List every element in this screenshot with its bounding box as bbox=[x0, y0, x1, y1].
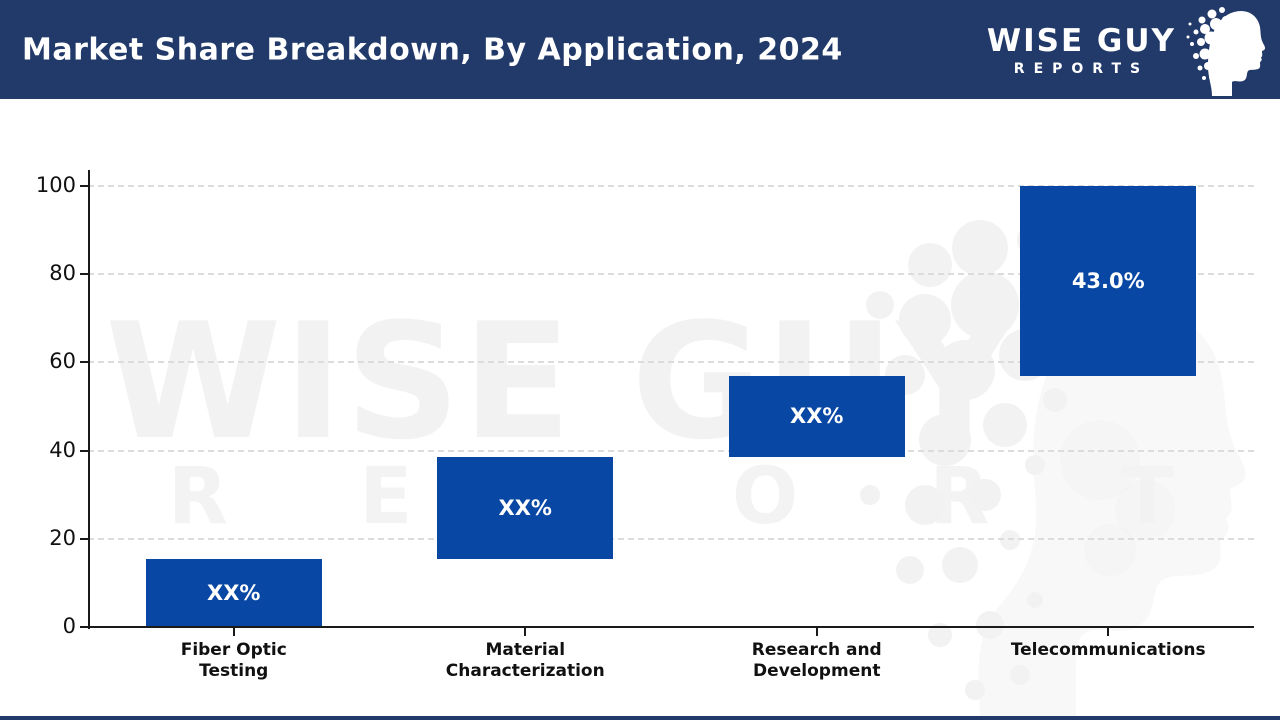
bar-value-label: 43.0% bbox=[1071, 268, 1145, 293]
logo-wise-guy-label: WISE GUY bbox=[986, 23, 1176, 59]
y-tick-label-20: 20 bbox=[49, 525, 76, 550]
x-tick-1 bbox=[524, 627, 527, 636]
y-tick-label-100: 100 bbox=[35, 173, 76, 197]
footer-bar bbox=[0, 716, 1280, 720]
bar-telecommunications: 43.0% bbox=[1020, 186, 1197, 376]
y-tick-100 bbox=[80, 185, 88, 187]
logo-reports-label: REPORTS bbox=[1013, 61, 1150, 77]
y-tick-label-80: 80 bbox=[49, 261, 76, 286]
y-tick-label-60: 60 bbox=[49, 349, 76, 374]
wiseguy-logo: WISE GUY REPORTS bbox=[987, 4, 1270, 96]
y-axis-line bbox=[88, 170, 90, 629]
gridline-100 bbox=[88, 185, 1254, 187]
header-bar: Market Share Breakdown, By Application, … bbox=[0, 0, 1280, 99]
y-tick-60 bbox=[80, 361, 88, 364]
bar-value-label: XX% bbox=[207, 580, 261, 605]
x-tick-label-2: Research and Development bbox=[751, 640, 882, 681]
y-tick-20 bbox=[80, 537, 88, 540]
x-tick-0 bbox=[232, 627, 235, 636]
bar-fiber-optic-testing: XX% bbox=[145, 558, 322, 627]
chart-title: Market Share Breakdown, By Application, … bbox=[22, 32, 843, 67]
y-tick-40 bbox=[80, 449, 88, 452]
gridline-80 bbox=[88, 273, 1254, 276]
bar-value-label: XX% bbox=[790, 404, 844, 429]
x-tick-label-3: Telecommunications bbox=[1010, 640, 1206, 660]
gridline-40 bbox=[88, 449, 1254, 452]
y-tick-label-0: 0 bbox=[62, 614, 76, 638]
y-tick-label-40: 40 bbox=[49, 437, 76, 462]
x-axis-line bbox=[80, 626, 1254, 628]
x-tick-2 bbox=[815, 627, 818, 636]
x-tick-3 bbox=[1107, 627, 1110, 636]
y-tick-80 bbox=[80, 273, 88, 276]
gridline-60 bbox=[88, 361, 1254, 364]
gridline-20 bbox=[88, 537, 1254, 540]
wiseguy-logo-text: WISE GUY REPORTS bbox=[987, 23, 1176, 77]
wiseguy-head-icon bbox=[1186, 7, 1266, 96]
x-tick-label-1: Material Characterization bbox=[445, 640, 605, 681]
x-tick-label-0: Fiber Optic Testing bbox=[180, 640, 287, 681]
bar-research-and-development: XX% bbox=[728, 375, 905, 458]
bar-material-characterization: XX% bbox=[437, 457, 614, 559]
bar-value-label: XX% bbox=[498, 495, 552, 520]
